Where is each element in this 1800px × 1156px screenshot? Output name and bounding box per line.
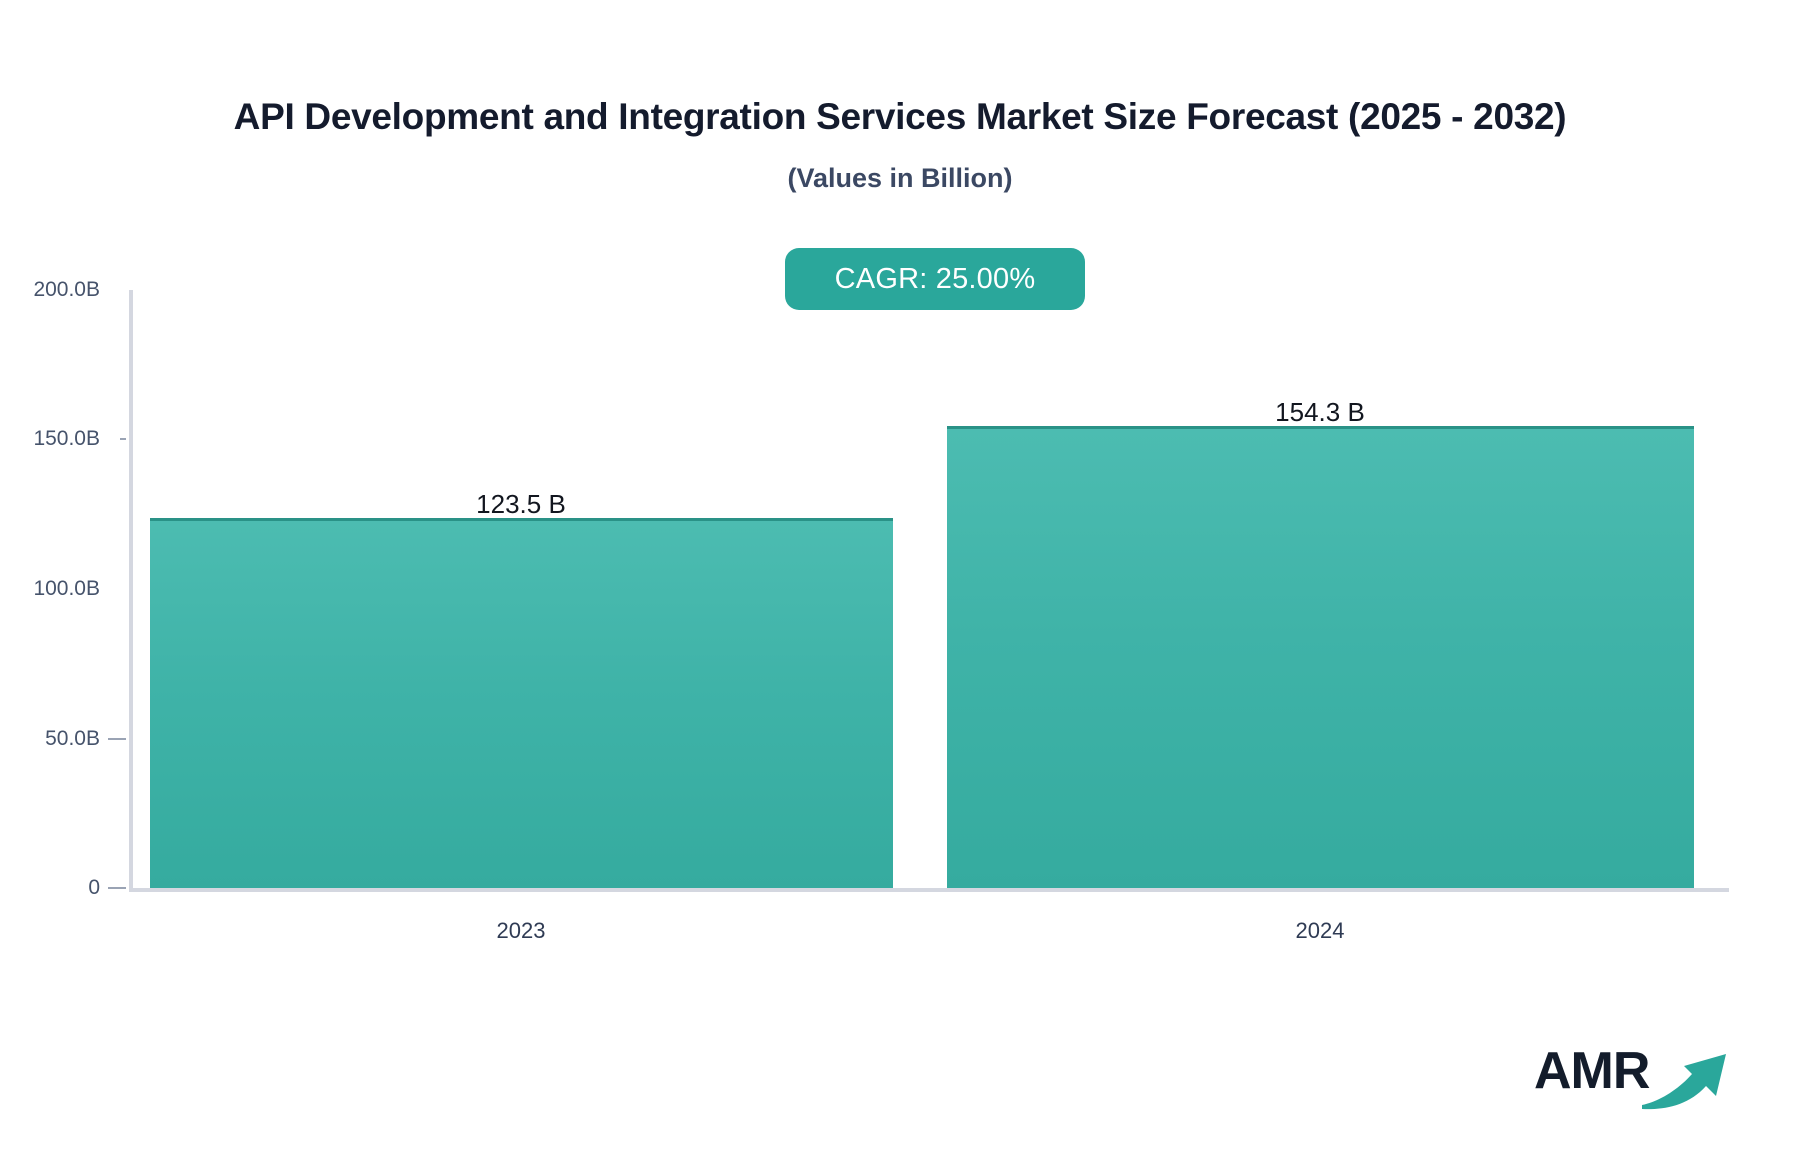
y-axis-tick-mark xyxy=(108,887,126,889)
bar-2023[interactable] xyxy=(150,518,893,888)
cagr-badge: CAGR: 25.00% xyxy=(785,248,1085,310)
y-axis-tick-label: 100.0B xyxy=(33,577,100,600)
y-axis-tick-mark xyxy=(120,438,126,440)
bar-2024[interactable] xyxy=(947,426,1694,888)
chart-subtitle: (Values in Billion) xyxy=(787,163,1013,193)
amr-logo: AMR xyxy=(1534,1042,1734,1112)
amr-logo-text: AMR xyxy=(1534,1042,1650,1100)
chart-title: API Development and Integration Services… xyxy=(233,96,1567,137)
x-axis-tick-label-2023: 2023 xyxy=(496,918,546,943)
y-axis-tick-mark xyxy=(108,738,126,740)
y-axis-tick-label: 200.0B xyxy=(33,278,100,301)
y-axis-tick-label: 150.0B xyxy=(33,427,100,450)
growth-arrow-icon xyxy=(1642,1054,1726,1110)
y-axis-line xyxy=(129,290,133,890)
bar-value-label-2024: 154.3 B xyxy=(1275,397,1365,427)
bar-value-label-2023: 123.5 B xyxy=(476,489,566,519)
y-axis-tick-label: 50.0B xyxy=(45,727,100,750)
x-axis-line xyxy=(129,888,1729,892)
x-axis-tick-label-2024: 2024 xyxy=(1295,918,1345,943)
y-axis-tick-label: 0 xyxy=(88,876,100,899)
